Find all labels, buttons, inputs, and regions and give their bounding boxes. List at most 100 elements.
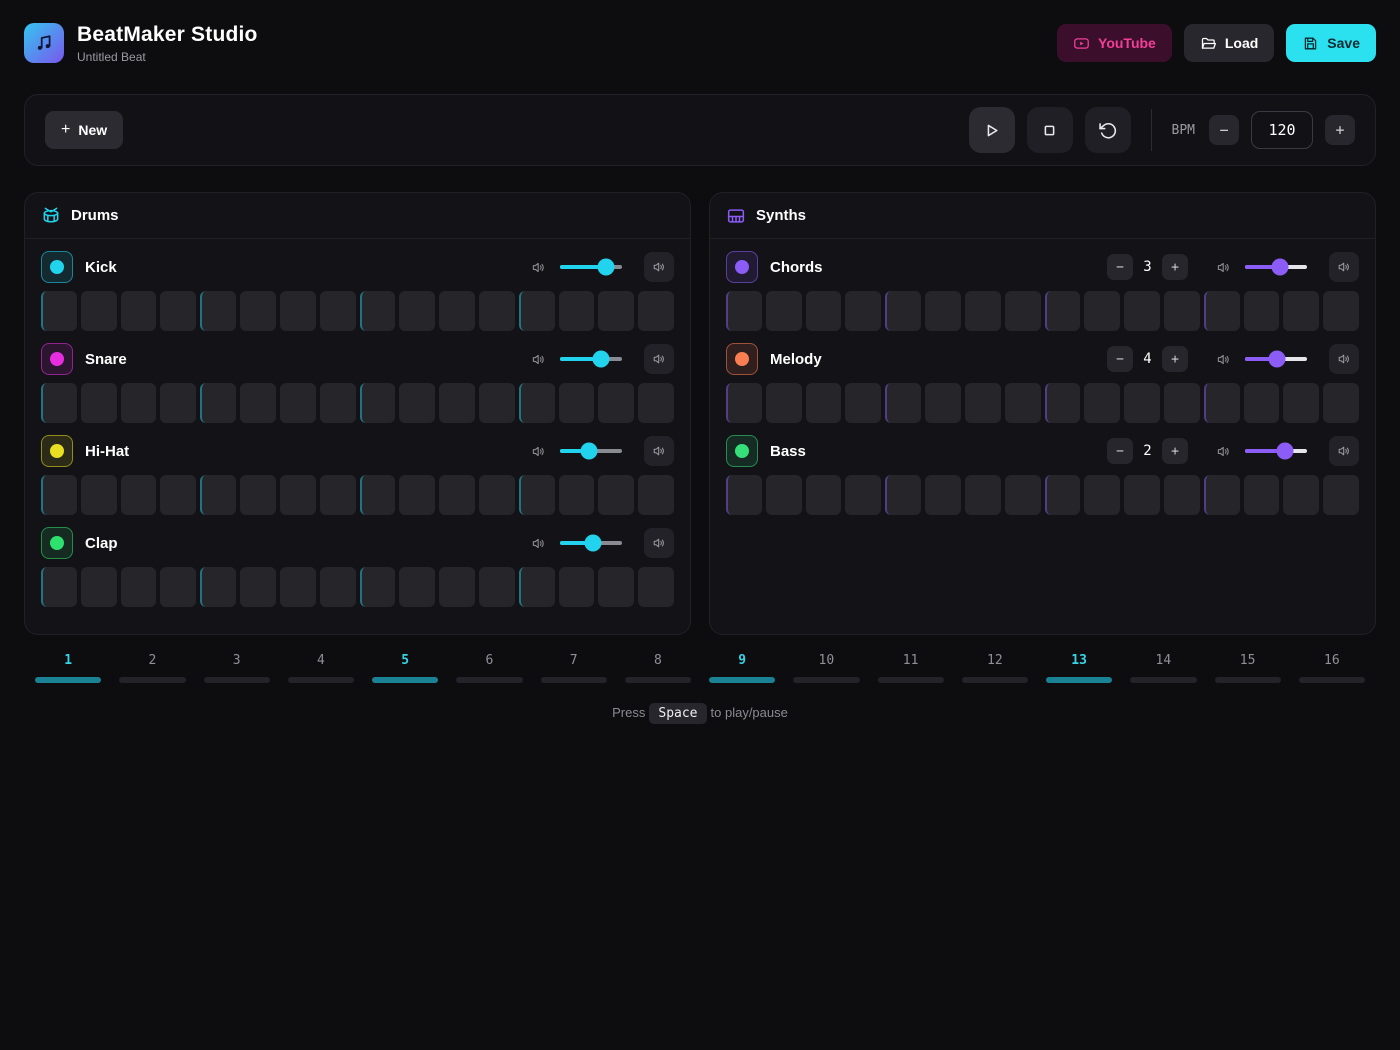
- step-cell[interactable]: [1163, 291, 1200, 331]
- step-cell[interactable]: [200, 567, 237, 607]
- step-cell[interactable]: [399, 291, 436, 331]
- octave-decrease-button[interactable]: −: [1107, 254, 1133, 280]
- octave-increase-button[interactable]: +: [1162, 438, 1188, 464]
- step-cell[interactable]: [1044, 383, 1081, 423]
- volume-slider[interactable]: [560, 442, 622, 460]
- mute-button[interactable]: [644, 436, 674, 466]
- step-cell[interactable]: [200, 291, 237, 331]
- slider-thumb[interactable]: [584, 534, 602, 552]
- step-cell[interactable]: [279, 475, 316, 515]
- step-cell[interactable]: [160, 383, 197, 423]
- step-cell[interactable]: [805, 475, 842, 515]
- step-cell[interactable]: [558, 291, 595, 331]
- step-cell[interactable]: [558, 475, 595, 515]
- mute-button[interactable]: [644, 344, 674, 374]
- step-cell[interactable]: [1004, 383, 1041, 423]
- step-cell[interactable]: [41, 475, 77, 515]
- step-cell[interactable]: [1203, 383, 1240, 423]
- step-cell[interactable]: [885, 383, 922, 423]
- step-cell[interactable]: [1323, 475, 1359, 515]
- load-button[interactable]: Load: [1183, 24, 1275, 62]
- step-cell[interactable]: [845, 475, 882, 515]
- step-cell[interactable]: [1283, 383, 1320, 423]
- step-cell[interactable]: [518, 291, 555, 331]
- step-cell[interactable]: [726, 475, 762, 515]
- step-cell[interactable]: [1084, 383, 1121, 423]
- track-toggle[interactable]: [41, 435, 73, 467]
- step-cell[interactable]: [319, 291, 356, 331]
- volume-slider[interactable]: [1245, 258, 1307, 276]
- step-cell[interactable]: [120, 291, 157, 331]
- step-cell[interactable]: [845, 383, 882, 423]
- octave-increase-button[interactable]: +: [1162, 346, 1188, 372]
- step-cell[interactable]: [925, 291, 961, 331]
- volume-slider[interactable]: [560, 350, 622, 368]
- step-cell[interactable]: [478, 383, 515, 423]
- step-cell[interactable]: [240, 475, 276, 515]
- track-toggle[interactable]: [726, 343, 758, 375]
- step-cell[interactable]: [925, 383, 961, 423]
- track-toggle[interactable]: [726, 251, 758, 283]
- step-cell[interactable]: [1323, 383, 1359, 423]
- step-cell[interactable]: [598, 567, 635, 607]
- step-cell[interactable]: [726, 291, 762, 331]
- mute-button[interactable]: [644, 528, 674, 558]
- step-cell[interactable]: [925, 475, 961, 515]
- volume-slider[interactable]: [1245, 442, 1307, 460]
- step-cell[interactable]: [1004, 291, 1041, 331]
- mute-button[interactable]: [1329, 252, 1359, 282]
- track-toggle[interactable]: [41, 251, 73, 283]
- step-cell[interactable]: [439, 567, 475, 607]
- step-cell[interactable]: [319, 383, 356, 423]
- step-cell[interactable]: [1243, 383, 1280, 423]
- step-cell[interactable]: [1283, 475, 1320, 515]
- slider-thumb[interactable]: [1276, 442, 1294, 460]
- volume-slider[interactable]: [560, 534, 622, 552]
- step-cell[interactable]: [279, 567, 316, 607]
- slider-thumb[interactable]: [597, 258, 615, 276]
- step-cell[interactable]: [1004, 475, 1041, 515]
- step-cell[interactable]: [41, 383, 77, 423]
- step-cell[interactable]: [120, 475, 157, 515]
- step-cell[interactable]: [638, 567, 674, 607]
- step-cell[interactable]: [1124, 291, 1160, 331]
- play-button[interactable]: [968, 107, 1015, 153]
- step-cell[interactable]: [439, 475, 475, 515]
- slider-thumb[interactable]: [1271, 258, 1289, 276]
- step-cell[interactable]: [439, 383, 475, 423]
- mute-button[interactable]: [1329, 344, 1359, 374]
- step-cell[interactable]: [359, 291, 396, 331]
- step-cell[interactable]: [1163, 475, 1200, 515]
- step-cell[interactable]: [399, 567, 436, 607]
- step-cell[interactable]: [80, 291, 117, 331]
- step-cell[interactable]: [1283, 291, 1320, 331]
- new-button[interactable]: + New: [45, 111, 124, 149]
- step-cell[interactable]: [1243, 291, 1280, 331]
- step-cell[interactable]: [319, 475, 356, 515]
- step-cell[interactable]: [964, 383, 1001, 423]
- step-cell[interactable]: [41, 291, 77, 331]
- track-toggle[interactable]: [726, 435, 758, 467]
- step-cell[interactable]: [1163, 383, 1200, 423]
- volume-slider[interactable]: [1245, 350, 1307, 368]
- step-cell[interactable]: [399, 383, 436, 423]
- step-cell[interactable]: [598, 475, 635, 515]
- bpm-value[interactable]: 120: [1251, 111, 1313, 149]
- step-cell[interactable]: [478, 567, 515, 607]
- step-cell[interactable]: [558, 383, 595, 423]
- step-cell[interactable]: [1044, 291, 1081, 331]
- youtube-button[interactable]: YouTube: [1057, 24, 1172, 62]
- track-toggle[interactable]: [41, 343, 73, 375]
- step-cell[interactable]: [240, 567, 276, 607]
- step-cell[interactable]: [1323, 291, 1359, 331]
- step-cell[interactable]: [765, 291, 802, 331]
- step-cell[interactable]: [518, 567, 555, 607]
- slider-thumb[interactable]: [592, 350, 610, 368]
- step-cell[interactable]: [279, 383, 316, 423]
- octave-decrease-button[interactable]: −: [1107, 438, 1133, 464]
- step-cell[interactable]: [478, 291, 515, 331]
- reset-button[interactable]: [1084, 107, 1131, 153]
- step-cell[interactable]: [160, 567, 197, 607]
- step-cell[interactable]: [845, 291, 882, 331]
- step-cell[interactable]: [765, 475, 802, 515]
